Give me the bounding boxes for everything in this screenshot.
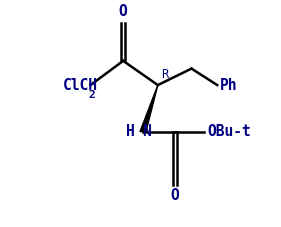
Text: O: O [119,4,128,19]
Text: O: O [170,188,179,203]
Text: N: N [142,124,151,139]
Text: 2: 2 [89,90,95,100]
Text: H: H [126,124,135,139]
Polygon shape [140,85,158,132]
Text: ClCH: ClCH [63,78,98,93]
Text: Ph: Ph [220,78,238,93]
Text: R: R [161,68,168,81]
Text: OBu-t: OBu-t [207,124,251,139]
